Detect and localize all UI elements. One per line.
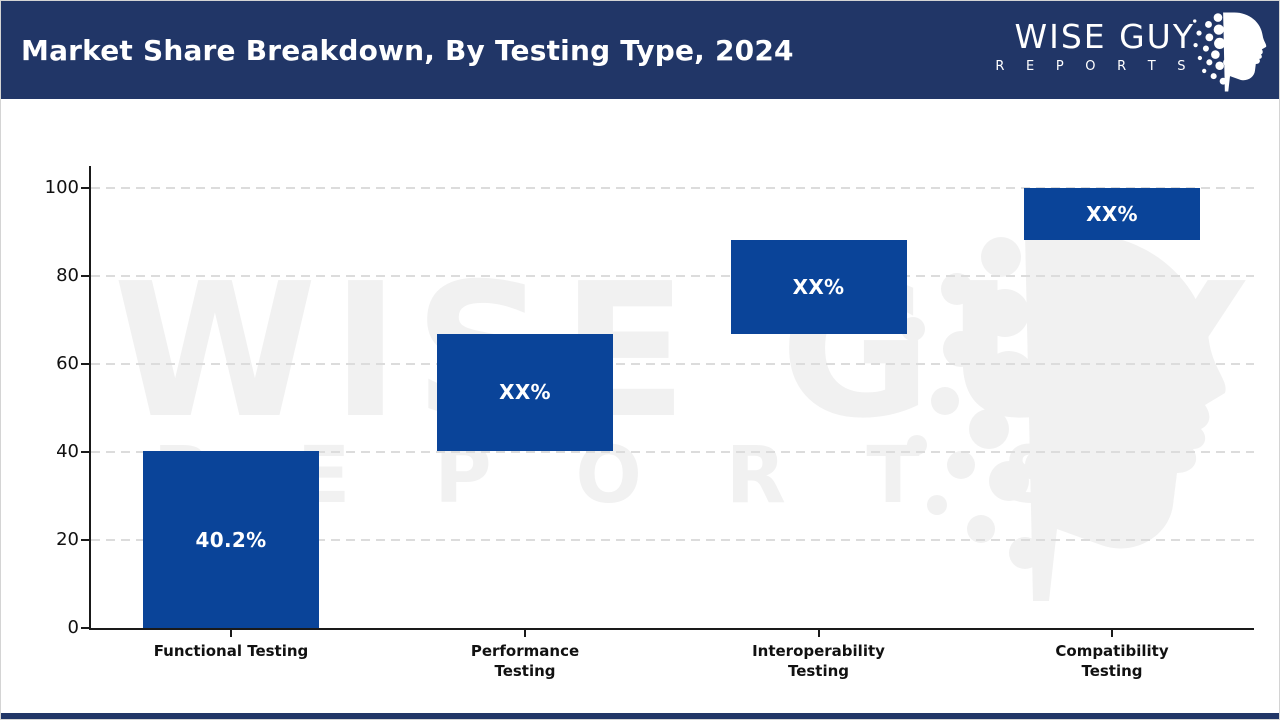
x-category-label: Functional Testing	[111, 641, 351, 661]
y-tick-mark	[81, 275, 89, 277]
x-category-line: Testing	[494, 662, 556, 680]
x-category-line: Testing	[1081, 662, 1143, 680]
waterfall-bar: XX%	[1024, 188, 1200, 240]
waterfall-bar: XX%	[730, 239, 907, 334]
bar-value-label: 40.2%	[195, 527, 267, 552]
waterfall-bar: XX%	[437, 333, 613, 452]
logo-head-icon	[1193, 12, 1267, 92]
x-category-line: Functional Testing	[153, 642, 309, 660]
y-tick-label: 0	[67, 617, 79, 638]
y-gridline	[91, 187, 1254, 189]
wise-guy-logo: WISE GUY R E P O R T S	[995, 5, 1273, 97]
y-tick-label: 100	[44, 177, 79, 198]
y-tick-label: 80	[56, 265, 79, 286]
footer-band	[1, 713, 1279, 719]
y-tick-label: 20	[56, 529, 79, 550]
y-tick-mark	[81, 187, 89, 189]
y-axis-line	[89, 166, 91, 630]
y-tick-mark	[81, 451, 89, 453]
x-category-line: Interoperability	[752, 642, 885, 660]
bar-value-label: XX%	[499, 380, 551, 405]
logo-wordmark: WISE GUY	[1014, 17, 1195, 56]
header-band: Market Share Breakdown, By Testing Type,…	[1, 1, 1279, 99]
x-tick-mark	[230, 630, 232, 637]
logo-text: WISE GUY R E P O R T S	[995, 19, 1195, 77]
watermark-head-icon	[885, 233, 1226, 601]
x-tick-mark	[1111, 630, 1113, 637]
y-gridline	[91, 275, 1254, 277]
y-tick-mark	[81, 627, 89, 629]
y-tick-mark	[81, 363, 89, 365]
bar-value-label: XX%	[792, 274, 845, 299]
x-category-line: Testing	[787, 662, 850, 680]
x-category-label: Interoperability Testing	[699, 641, 939, 681]
y-tick-label: 60	[56, 353, 79, 374]
x-tick-mark	[817, 630, 820, 637]
x-axis-line	[89, 628, 1254, 630]
x-category-label: Performance Testing	[405, 641, 645, 681]
logo-subtitle: R E P O R T S	[995, 59, 1195, 74]
y-tick-mark	[81, 539, 89, 541]
page-title: Market Share Breakdown, By Testing Type,…	[21, 33, 794, 67]
y-gridline	[91, 539, 1254, 541]
x-category-line: Compatibility	[1055, 642, 1169, 660]
waterfall-bar: 40.2%	[143, 451, 319, 628]
y-gridline	[91, 363, 1254, 365]
x-category-line: Performance	[470, 642, 580, 660]
x-tick-mark	[524, 630, 526, 637]
x-category-label: Compatibility Testing	[992, 641, 1232, 681]
y-tick-label: 40	[56, 441, 79, 462]
y-gridline	[91, 451, 1254, 453]
bar-value-label: XX%	[1086, 201, 1138, 226]
